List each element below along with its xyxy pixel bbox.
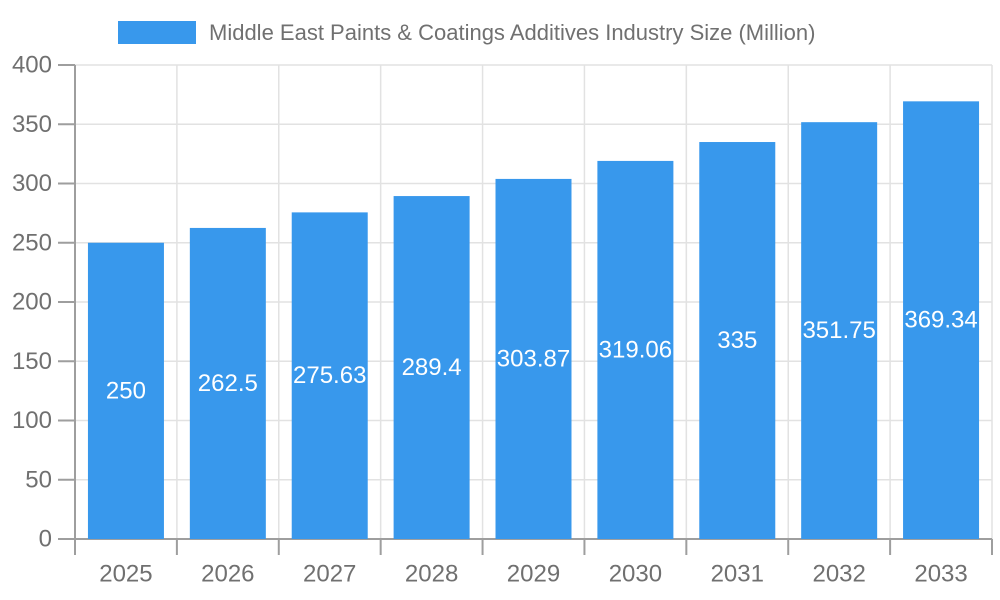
bar-value-label-2027: 275.63: [293, 362, 366, 389]
x-axis-label-2033: 2033: [914, 561, 967, 588]
y-axis-label-150: 150: [12, 348, 52, 375]
x-axis-label-2032: 2032: [812, 561, 865, 588]
legend-item[interactable]: Middle East Paints & Coatings Additives …: [118, 21, 815, 44]
bar-2029[interactable]: [495, 178, 572, 539]
x-axis-label-2028: 2028: [405, 561, 458, 588]
legend-label: Middle East Paints & Coatings Additives …: [209, 20, 816, 45]
x-axis-label-2030: 2030: [609, 561, 662, 588]
bar-value-label-2025: 250: [106, 377, 146, 404]
bar-2026[interactable]: [189, 227, 266, 539]
bar-value-label-2026: 262.5: [198, 370, 258, 397]
bar-2031[interactable]: [699, 142, 776, 539]
bar-2032[interactable]: [801, 122, 878, 540]
bar-value-label-2032: 351.75: [802, 317, 875, 344]
x-axis-label-2025: 2025: [99, 561, 152, 588]
bar-2028[interactable]: [393, 196, 470, 539]
bar-2030[interactable]: [597, 160, 674, 540]
y-axis-label-50: 50: [25, 466, 52, 493]
bar-value-label-2028: 289.4: [402, 354, 462, 381]
bar-value-label-2033: 369.34: [904, 307, 977, 334]
x-axis-label-2026: 2026: [201, 561, 254, 588]
y-axis-label-350: 350: [12, 111, 52, 138]
y-axis-label-250: 250: [12, 229, 52, 256]
bar-2027[interactable]: [291, 212, 368, 539]
x-axis-label-2029: 2029: [507, 561, 560, 588]
y-axis-label-0: 0: [39, 526, 52, 553]
bar-value-label-2030: 319.06: [599, 336, 672, 363]
y-axis-label-400: 400: [12, 52, 52, 79]
bar-value-label-2029: 303.87: [497, 345, 570, 372]
x-axis-label-2031: 2031: [711, 561, 764, 588]
legend-swatch: [118, 21, 196, 44]
x-axis-label-2027: 2027: [303, 561, 356, 588]
y-axis-label-100: 100: [12, 407, 52, 434]
y-axis-label-300: 300: [12, 170, 52, 197]
bar-2025[interactable]: [87, 242, 164, 539]
y-axis-label-200: 200: [12, 289, 52, 316]
bar-value-label-2031: 335: [717, 327, 757, 354]
bar-2033[interactable]: [903, 101, 980, 540]
